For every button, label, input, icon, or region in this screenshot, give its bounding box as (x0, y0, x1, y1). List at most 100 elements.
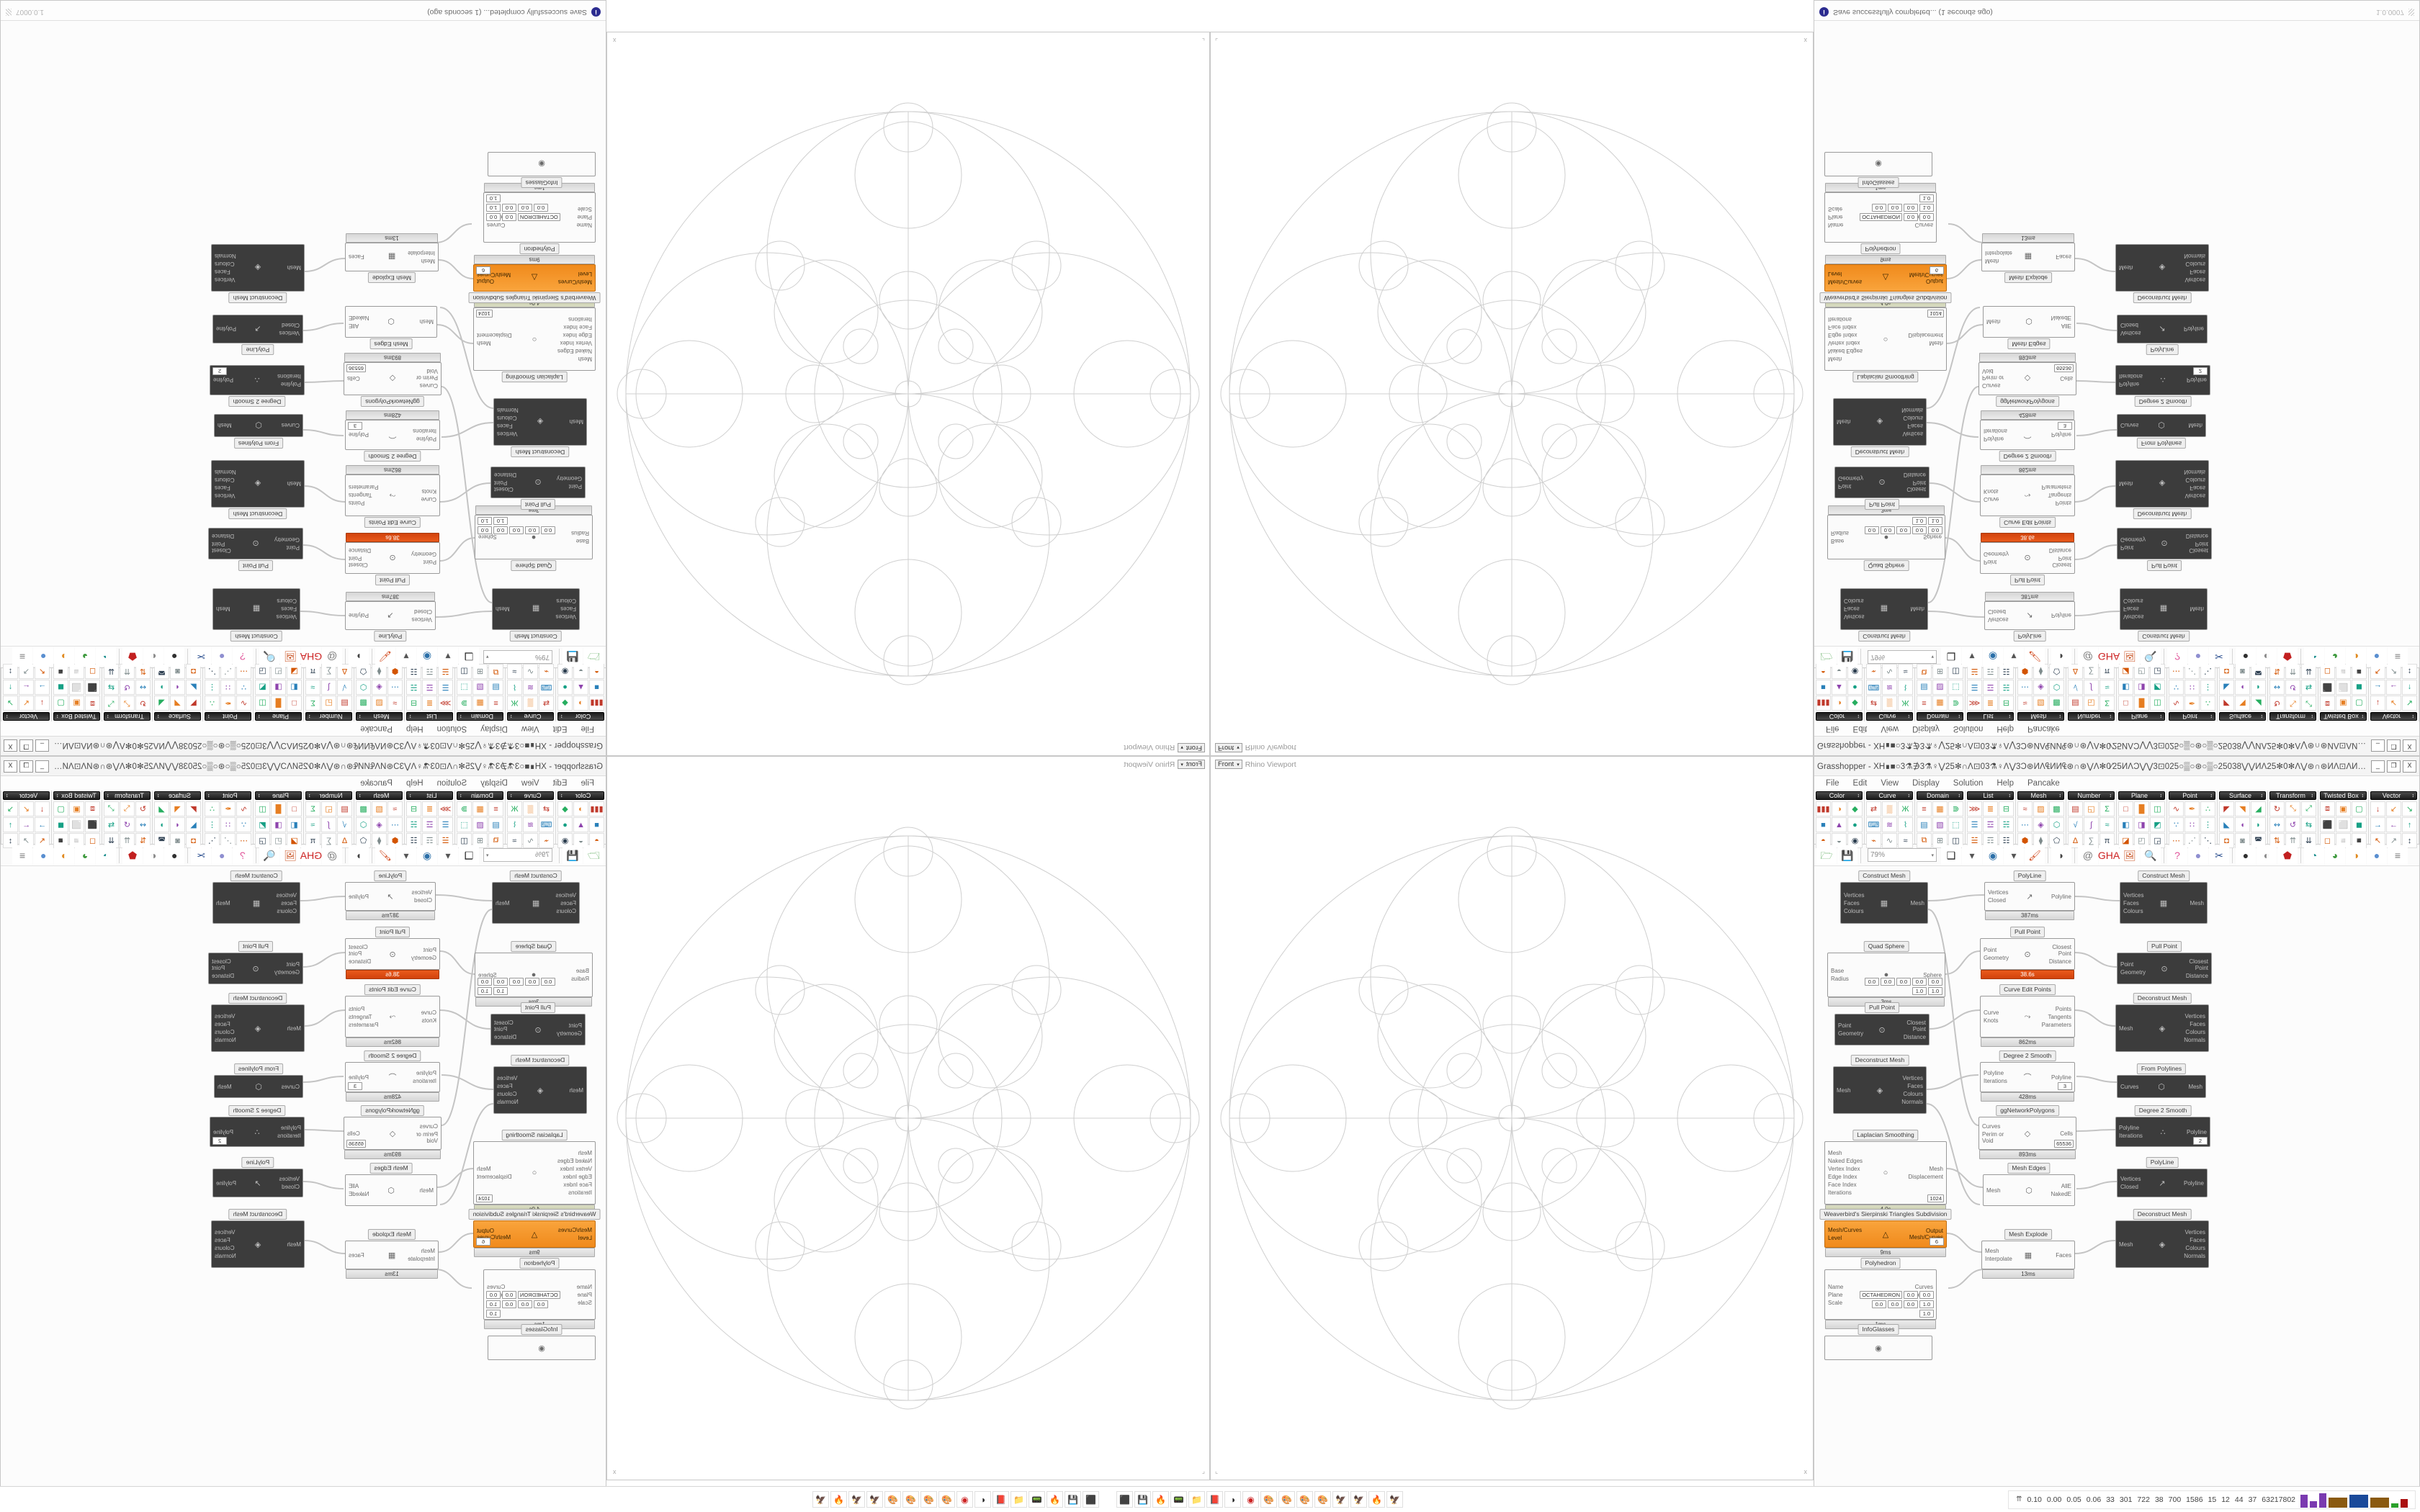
node-output-port[interactable]: Polyline (213, 1128, 234, 1135)
node-output-port[interactable]: Mesh (496, 606, 510, 613)
ribbon-component-icon[interactable]: ∫ (2084, 817, 2099, 832)
ribbon-component-icon[interactable]: ☲ (422, 680, 437, 695)
ribbon-tab-header[interactable]: Plane ↕ (255, 712, 302, 721)
menu-item-display[interactable]: Display (1912, 724, 1940, 733)
ribbon-component-icon[interactable]: ◼ (53, 817, 68, 832)
ribbon-component-icon[interactable]: ⇄ (1866, 801, 1881, 816)
chevron-updown-icon[interactable]: ↕ (56, 714, 59, 719)
node-input-port[interactable]: Interpolate (408, 1256, 435, 1262)
node-input-port[interactable]: Mesh (2119, 1025, 2133, 1032)
node-output-port[interactable]: Normals (2184, 1037, 2205, 1043)
ribbon-tab-header[interactable]: Vector ↕ (3, 712, 50, 721)
ribbon-component-icon[interactable]: Σ (2099, 696, 2115, 711)
canvas-node[interactable]: Pull Point Point Geometry ⊙ Closest Point Dis… (2117, 941, 2212, 984)
node-output-port[interactable]: Normals (1901, 1099, 1923, 1105)
node-parameter-value[interactable]: 0.0 (1896, 978, 1911, 986)
ribbon-component-icon[interactable]: ∵ (2169, 680, 2184, 695)
open-file-icon[interactable]: 🗁 (583, 647, 604, 667)
ribbon-component-icon[interactable]: ⤢ (104, 801, 119, 816)
save-file-icon[interactable]: 💾 (563, 845, 583, 865)
ribbon-component-icon[interactable]: █ (2134, 696, 2149, 711)
node-input-port[interactable]: Iterations (2119, 1133, 2143, 1139)
ribbon-tab-header[interactable]: Color ↕ (1816, 712, 1863, 721)
ribbon-component-icon[interactable]: ↙ (19, 696, 34, 711)
ribbon-component-icon[interactable]: ◢ (154, 801, 169, 816)
resize-grip[interactable] (2408, 9, 2414, 16)
node-parameter-value[interactable]: 0.0 (1865, 526, 1879, 534)
node-output-port[interactable]: Distance (349, 958, 372, 965)
node-input-port[interactable]: Geometry (1984, 551, 2009, 557)
ribbon-component-icon[interactable]: ◩ (2150, 817, 2165, 832)
rhino-viewport-panel[interactable]: Front ▾ Rhino Viewport ⌞ x (1211, 757, 1813, 1480)
expand-chevron-icon[interactable]: ⇈ (2016, 1495, 2022, 1503)
node-input-port[interactable]: Edge Index (563, 332, 592, 338)
grasshopper-canvas[interactable]: Construct Mesh Vertices Faces Colours ▦ Mesh Q… (1, 866, 606, 1491)
ribbon-component-icon[interactable]: ⋯ (387, 680, 403, 695)
node-input-port[interactable]: Point (286, 544, 300, 551)
node-input-port[interactable]: Perim or Void (416, 368, 438, 382)
node-input-port[interactable]: Plane (1828, 1291, 1843, 1298)
canvas-node[interactable]: Quad Sphere Base Radius ● Sphere 0.0 0.0 0.0 0.0… (1827, 505, 1945, 571)
node-parameter-value[interactable]: OCTAHEDRON (1860, 213, 1902, 221)
node-output-port[interactable]: Colours (215, 1029, 235, 1035)
chevron-updown-icon[interactable]: ↕ (207, 793, 210, 798)
node-input-port[interactable]: Colours (1844, 598, 1864, 605)
node-output-port[interactable]: AllE (349, 323, 359, 329)
node-input-port[interactable]: Naked Edges (557, 348, 592, 354)
node-input-port[interactable]: Mesh (1986, 1187, 2001, 1194)
ribbon-component-icon[interactable]: ⤡ (2285, 696, 2300, 711)
canvas-node[interactable]: ggNetworkPolygons Curves Perim or Void ◇ Cel… (1978, 353, 2076, 407)
node-output-port[interactable]: Tangents (2048, 1013, 2071, 1020)
ribbon-tab-header[interactable]: Point ↕ (205, 791, 251, 800)
ribbon-component-icon[interactable]: ≈ (2017, 801, 2033, 816)
node-parameter-value[interactable]: 0.0 (1881, 978, 1895, 986)
paint-preview-icon[interactable]: 🖌 (375, 845, 395, 865)
node-input-port[interactable]: Curve (421, 496, 436, 503)
node-input-port[interactable]: Perim or Void (416, 1130, 438, 1144)
node-input-port[interactable]: Naked Edges (1828, 348, 1863, 354)
node-input-port[interactable]: Mesh (1985, 1248, 1999, 1254)
ribbon-tab-header[interactable]: Domain ↕ (1917, 712, 1963, 721)
ribbon-tab-list[interactable]: List ↕ ⋙ ≣ ⊟ ☰ ☲ ☵ ☱ ☶ ☷ (1966, 664, 2016, 721)
canvas-node[interactable]: Laplacian Smoothing Mesh Naked Edges Vertex… (1824, 298, 1947, 382)
node-input-port[interactable]: Face Index (1828, 1182, 1857, 1188)
chevron-updown-icon[interactable]: ↕ (308, 793, 311, 798)
node-input-port[interactable]: Point (1838, 1022, 1852, 1029)
gha-assemblies-icon[interactable]: GHA (2098, 647, 2120, 667)
chevron-updown-icon[interactable]: ↕ (2210, 714, 2213, 719)
ribbon-component-icon[interactable]: ◥ (2235, 696, 2250, 711)
ribbon-tab-header[interactable]: Transform ↕ (2269, 791, 2316, 800)
node-input-port[interactable]: Closed (1988, 897, 2006, 904)
node-input-port[interactable]: Radius (1831, 976, 1849, 982)
menu-item-edit[interactable]: Edit (1852, 779, 1868, 788)
node-output-port[interactable]: Colours (2185, 1245, 2205, 1251)
ribbon-component-icon[interactable]: ≋ (523, 817, 538, 832)
ribbon-component-icon[interactable]: Σ (305, 696, 321, 711)
ribbon-tab-header[interactable]: Twisted Box ↕ (2320, 712, 2367, 721)
ribbon-component-icon[interactable]: ◈ (372, 817, 387, 832)
ribbon-component-icon[interactable]: ☵ (1999, 817, 2014, 832)
chevron-updown-icon[interactable]: ↕ (308, 714, 311, 719)
node-input-port[interactable]: Face Index (1828, 324, 1857, 330)
at-cluster-icon[interactable]: @ (322, 845, 342, 865)
node-output-port[interactable]: Faces (2190, 1021, 2205, 1027)
ribbon-component-icon[interactable]: ▨ (372, 696, 387, 711)
node-output-port[interactable]: Polyline (349, 431, 369, 438)
bake-teal-icon[interactable]: ◔ (96, 845, 116, 865)
ribbon-component-icon[interactable]: ◢ (2251, 696, 2266, 711)
node-output-port[interactable]: Curves (487, 222, 506, 229)
close-button[interactable]: X (4, 760, 17, 773)
ribbon-tab-header[interactable]: Vector ↕ (3, 791, 50, 800)
ribbon-component-icon[interactable]: ← (19, 817, 34, 832)
chevron-updown-icon[interactable]: ↕ (1907, 793, 1911, 798)
node-input-port[interactable]: Curves (1982, 382, 2001, 390)
floppy-save-icon[interactable]: 💾 (1134, 1491, 1151, 1508)
bake-blue-icon[interactable]: ● (33, 647, 53, 667)
ribbon-component-icon[interactable]: ⋑ (1948, 696, 1963, 711)
node-output-port[interactable]: Faces (2190, 485, 2205, 491)
bake-orange-icon[interactable]: ◑ (2346, 845, 2366, 865)
calculator-icon[interactable]: 📟 (1028, 1491, 1045, 1508)
node-input-port[interactable]: Vertex Index (1828, 1166, 1860, 1172)
ribbon-component-icon[interactable]: ⌁ (539, 833, 554, 848)
ribbon-component-icon[interactable]: ≈ (507, 833, 522, 848)
